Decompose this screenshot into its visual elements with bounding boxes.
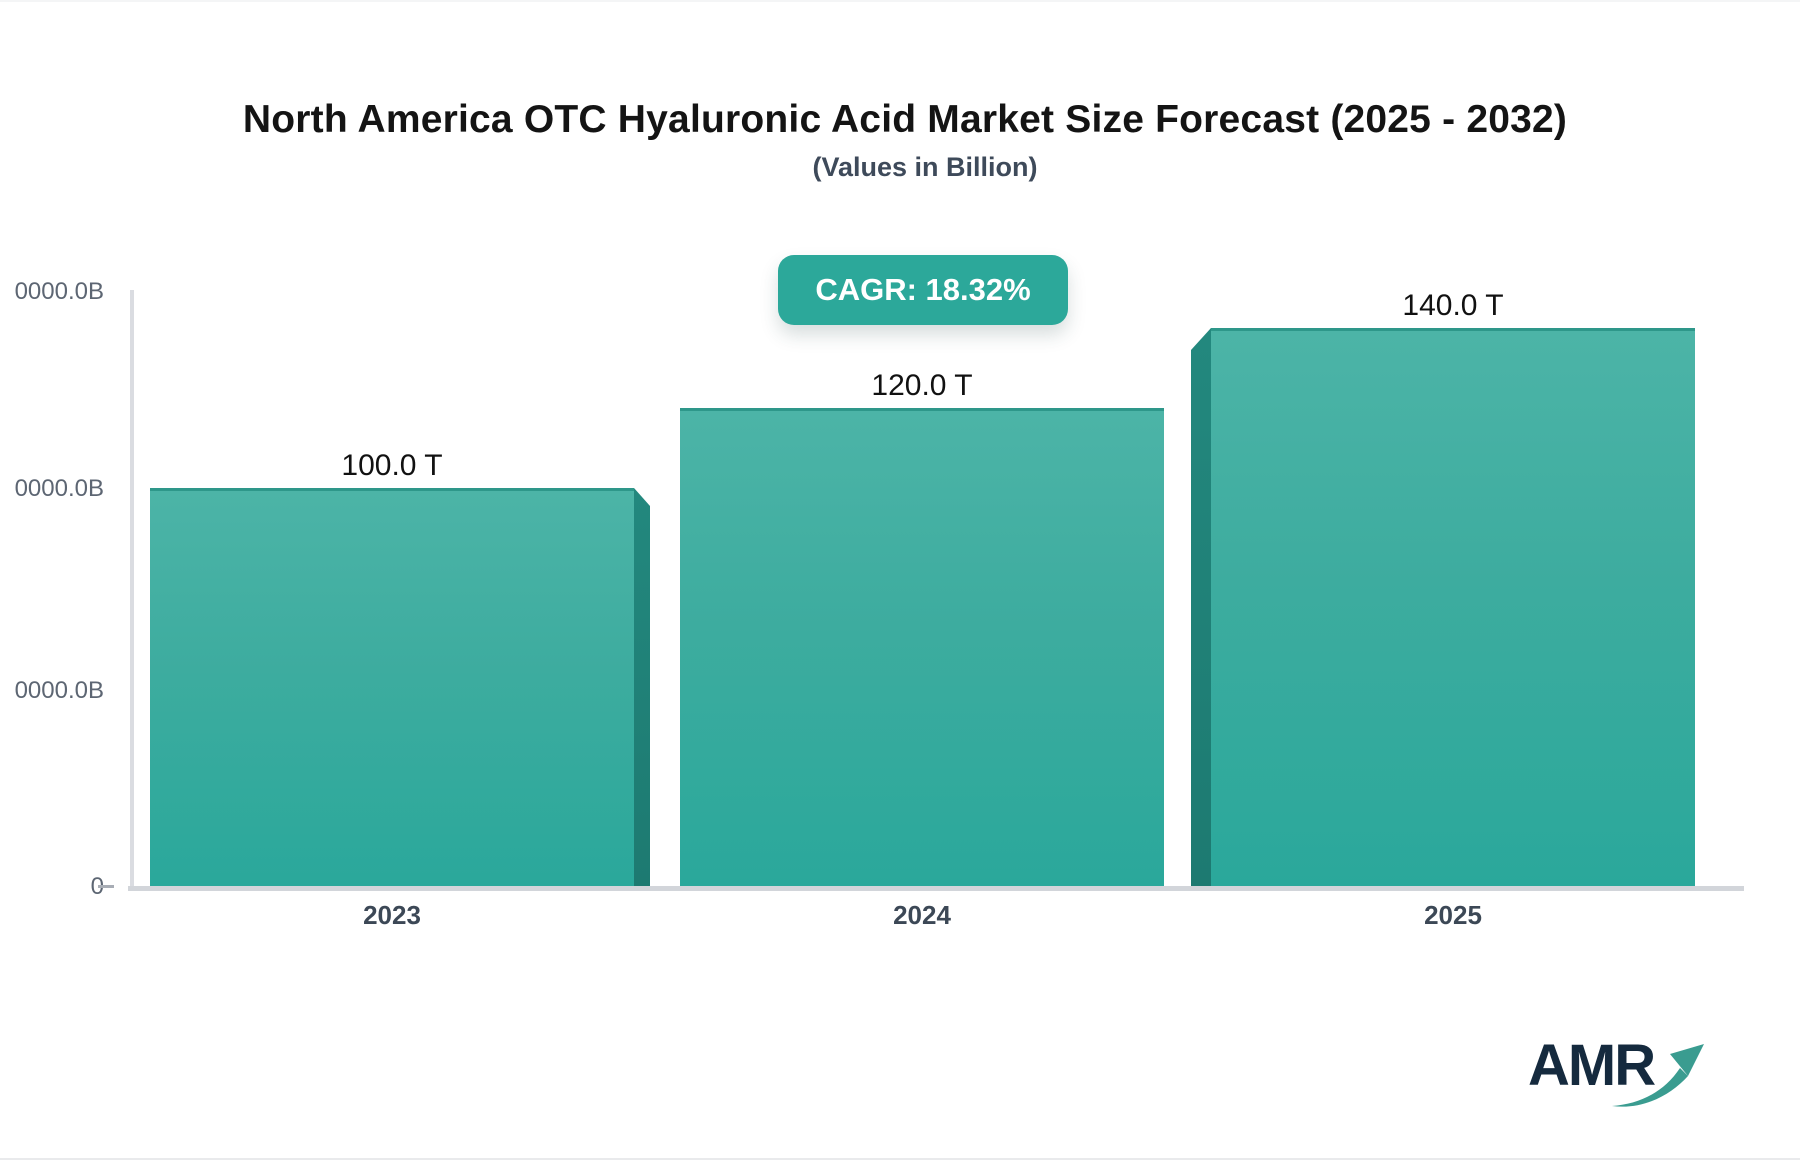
y-tick-label: 0000.0B	[14, 475, 104, 502]
cagr-badge-label: CAGR: 18.32%	[815, 272, 1031, 307]
bar-value-label: 120.0 T	[871, 369, 973, 402]
amr-logo: AMR	[1528, 1024, 1728, 1134]
y-tick-label: 0	[0, 873, 126, 901]
chart-title: North America OTC Hyaluronic Acid Market…	[242, 98, 1568, 141]
bar-2024[interactable]	[680, 408, 1164, 888]
y-tick-label: 0000.0B	[14, 677, 104, 704]
x-axis-line	[128, 886, 1744, 891]
bar-2025[interactable]	[1211, 328, 1695, 888]
x-tick-label-2024: 2024	[893, 900, 951, 930]
growth-arrow-icon	[1612, 1044, 1704, 1107]
y-axis-line	[130, 290, 134, 891]
zero-tick-mark	[98, 885, 114, 888]
y-tick-label: 0000.0B	[14, 278, 104, 305]
bar-value-label: 140.0 T	[1402, 289, 1504, 322]
amr-logo-text: AMR	[1528, 1033, 1656, 1098]
cagr-badge: CAGR: 18.32%	[778, 255, 1068, 325]
bar-3d-side-2023	[634, 488, 650, 888]
bar-2023[interactable]	[150, 488, 634, 888]
bar-value-label: 100.0 T	[341, 449, 443, 482]
chart-subtitle: (Values in Billion)	[812, 152, 1038, 182]
bar-3d-side-2025	[1191, 328, 1211, 888]
x-tick-label-2025: 2025	[1424, 900, 1482, 930]
x-tick-label-2023: 2023	[363, 900, 421, 930]
